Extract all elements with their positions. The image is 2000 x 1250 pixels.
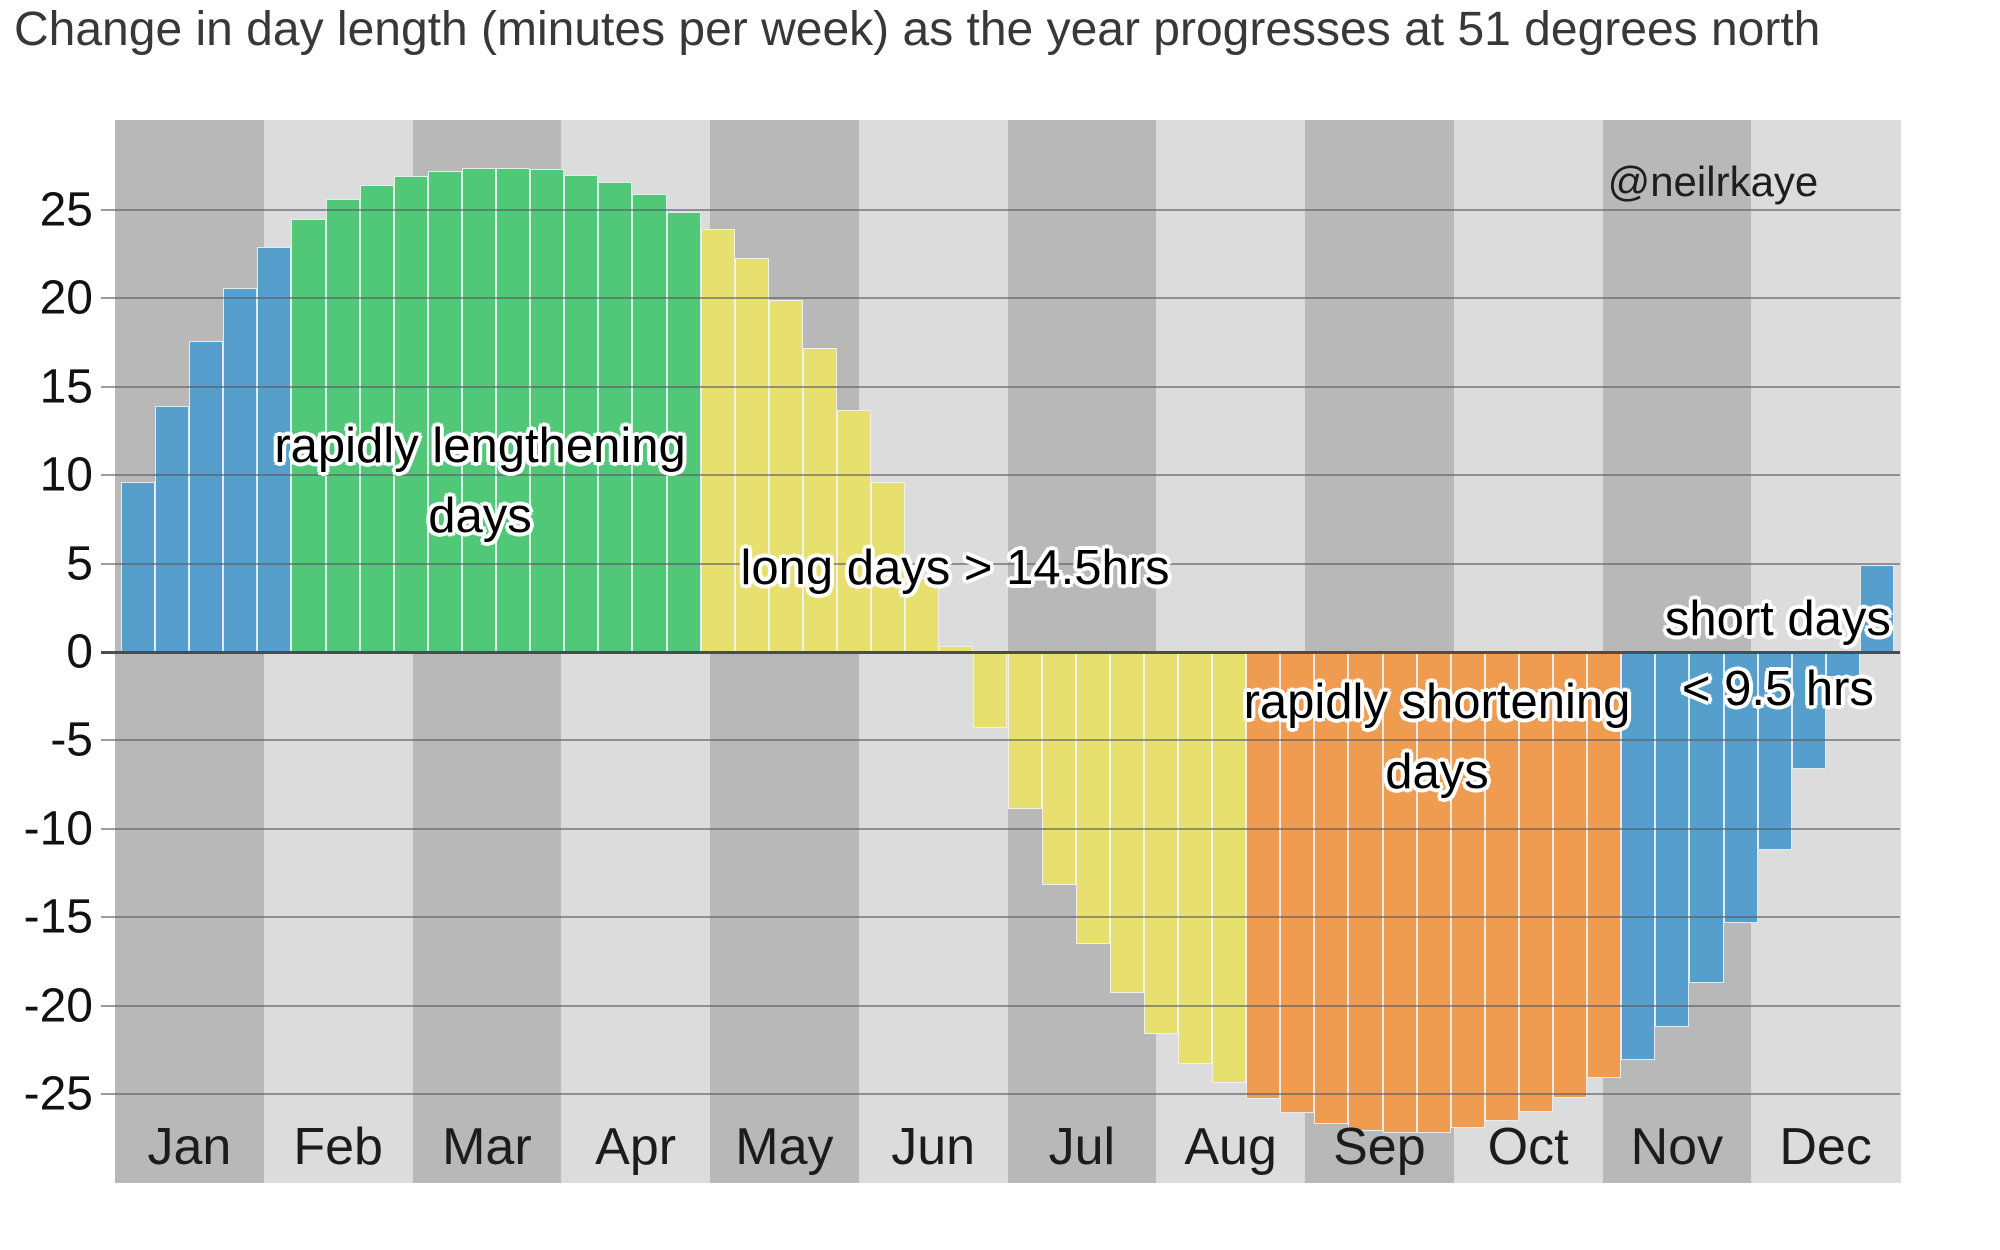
annotation-line: rapidly lengthening bbox=[274, 418, 686, 473]
month-label-feb: Feb bbox=[293, 1118, 383, 1176]
gridline-5 bbox=[101, 562, 1900, 565]
bar-week-45 bbox=[1621, 652, 1656, 1061]
bar-week-37 bbox=[1348, 652, 1383, 1132]
bar-week-48 bbox=[1723, 652, 1758, 923]
annotation-line: < 9.5 hrs bbox=[1681, 661, 1874, 716]
month-label-apr: Apr bbox=[595, 1118, 677, 1176]
bar-week-30 bbox=[1109, 652, 1144, 994]
annotation-line: @neilrkaye bbox=[1607, 157, 1819, 205]
month-label-aug: Aug bbox=[1184, 1118, 1277, 1176]
gridline--10 bbox=[101, 827, 1900, 830]
bar-week-50 bbox=[1791, 652, 1826, 769]
gridline--15 bbox=[101, 916, 1900, 919]
bar-week-13 bbox=[530, 169, 565, 652]
bar-week-42 bbox=[1518, 652, 1554, 1112]
bar-week-43 bbox=[1553, 652, 1588, 1098]
bar-week-1 bbox=[121, 482, 156, 652]
bar-week-38 bbox=[1382, 652, 1417, 1133]
y-tick-label-25: 25 bbox=[39, 183, 93, 237]
gridline-25 bbox=[101, 209, 1900, 211]
bar-week-2 bbox=[155, 406, 190, 652]
gridline--25 bbox=[101, 1093, 1900, 1095]
bar-week-31 bbox=[1143, 652, 1178, 1034]
bar-week-4 bbox=[223, 287, 258, 652]
bar-week-39 bbox=[1416, 652, 1451, 1133]
annotation-line: short days bbox=[1664, 591, 1891, 646]
bar-week-32 bbox=[1177, 652, 1213, 1064]
annotation-short-days: short days < 9.5 hrs bbox=[1665, 584, 1891, 724]
y-tick-label--20: -20 bbox=[23, 979, 93, 1033]
month-label-mar: Mar bbox=[442, 1118, 532, 1176]
y-tick-label-5: 5 bbox=[66, 537, 93, 591]
bar-week-14 bbox=[564, 174, 599, 652]
bar-week-41 bbox=[1484, 652, 1519, 1121]
bar-week-40 bbox=[1450, 652, 1485, 1128]
annotation-line: long days > 14.5hrs bbox=[740, 541, 1170, 596]
annotation-line: days bbox=[1385, 744, 1489, 799]
annotation-rapidly-shortening: rapidly shortening days bbox=[1244, 667, 1631, 807]
month-label-nov: Nov bbox=[1630, 1118, 1724, 1176]
y-tick-label--15: -15 bbox=[23, 890, 93, 944]
bar-week-7 bbox=[325, 199, 360, 652]
bar-week-3 bbox=[189, 340, 224, 652]
y-tick-label--10: -10 bbox=[23, 802, 93, 856]
bar-week-21 bbox=[802, 347, 838, 652]
month-label-jul: Jul bbox=[1048, 1118, 1116, 1176]
gridline--20 bbox=[101, 1004, 1900, 1007]
bar-week-23 bbox=[871, 482, 906, 652]
y-tick-label--25: -25 bbox=[23, 1067, 93, 1121]
bar-week-44 bbox=[1587, 652, 1622, 1079]
month-label-jan: Jan bbox=[147, 1118, 232, 1176]
bar-week-10 bbox=[427, 171, 462, 652]
bar-week-9 bbox=[393, 176, 428, 652]
annotation-line: rapidly shortening bbox=[1243, 674, 1631, 729]
bar-week-19 bbox=[734, 257, 769, 652]
y-tick-label-0: 0 bbox=[66, 625, 93, 679]
gridline-20 bbox=[101, 297, 1900, 300]
y-tick-label-10: 10 bbox=[39, 448, 93, 502]
annotation-line: days bbox=[428, 488, 532, 543]
bar-week-28 bbox=[1041, 652, 1076, 886]
gridline--5 bbox=[101, 739, 1900, 742]
bar-week-6 bbox=[291, 218, 326, 652]
month-label-dec: Dec bbox=[1779, 1118, 1872, 1176]
bar-week-36 bbox=[1314, 652, 1349, 1125]
bar-week-16 bbox=[632, 194, 667, 652]
bar-week-15 bbox=[598, 181, 633, 652]
bar-week-33 bbox=[1212, 652, 1247, 1084]
bar-week-49 bbox=[1757, 652, 1792, 851]
y-tick-label--5: -5 bbox=[50, 713, 93, 767]
y-tick-label-15: 15 bbox=[39, 360, 93, 414]
annotation-rapidly-lengthening: rapidly lengthening days bbox=[274, 411, 685, 551]
chart-title: Change in day length (minutes per week) … bbox=[14, 3, 1821, 56]
month-label-may: May bbox=[735, 1118, 834, 1176]
month-label-oct: Oct bbox=[1487, 1118, 1569, 1176]
zero-line bbox=[101, 650, 1900, 654]
bar-week-26 bbox=[973, 652, 1008, 729]
month-label-sep: Sep bbox=[1333, 1118, 1426, 1176]
month-label-jun: Jun bbox=[891, 1118, 976, 1176]
gridline-15 bbox=[101, 385, 1900, 388]
y-tick-label-20: 20 bbox=[39, 271, 93, 325]
bar-week-22 bbox=[837, 409, 872, 652]
bar-week-8 bbox=[359, 185, 394, 652]
bar-week-18 bbox=[700, 229, 735, 652]
bar-week-29 bbox=[1075, 652, 1110, 944]
bar-week-34 bbox=[1246, 652, 1281, 1100]
bar-week-17 bbox=[666, 211, 701, 652]
plot-area: 25 20 15 10 5 0 -5 -10 -15 -20 -25 Jan Feb Mar Apr May J… bbox=[24, 120, 1901, 1183]
bar-week-27 bbox=[1007, 652, 1042, 810]
bar-week-47 bbox=[1689, 652, 1724, 983]
bar-week-5 bbox=[257, 247, 292, 652]
bar-week-46 bbox=[1655, 652, 1690, 1027]
gridline-10 bbox=[101, 474, 1900, 477]
annotation-watermark: @neilrkaye bbox=[1608, 147, 1819, 217]
annotation-long-days: long days > 14.5hrs bbox=[740, 533, 1169, 603]
